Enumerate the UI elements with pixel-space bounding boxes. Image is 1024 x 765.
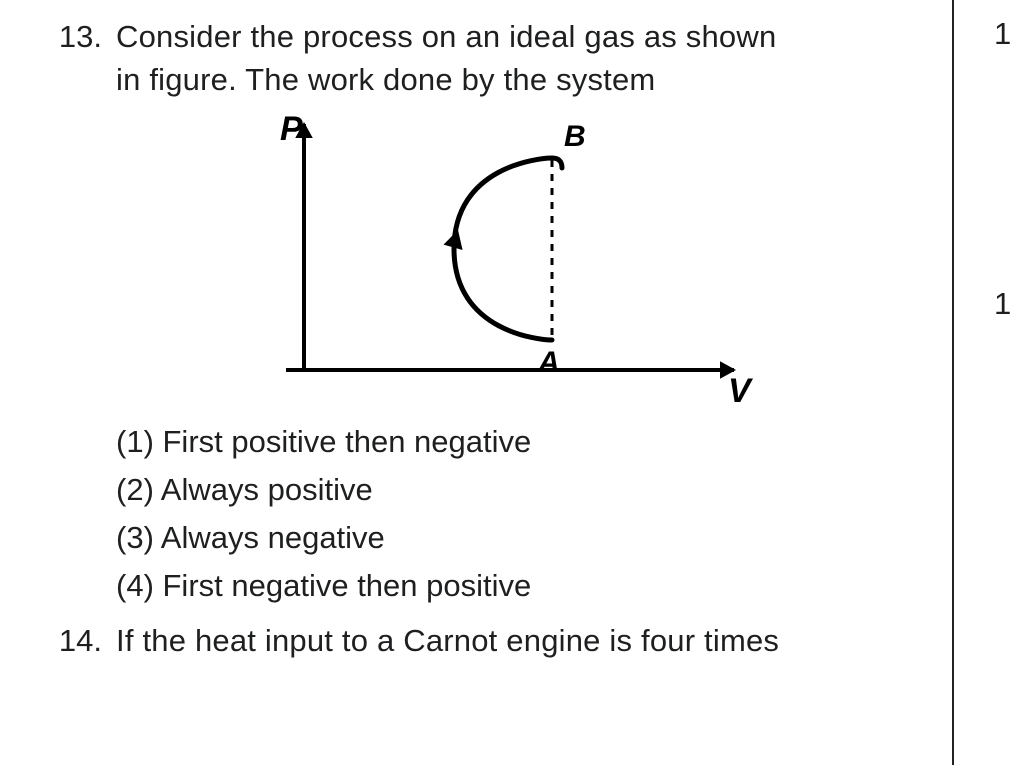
svg-text:P: P [280,110,303,148]
figure-wrap: P V A B [44,110,944,410]
q13-line1: Consider the process on an ideal gas as … [116,19,776,54]
options-list: (1) First positive then negative (2) Alw… [116,418,944,610]
question-13: 13. Consider the process on an ideal gas… [44,16,944,102]
option-4: (4) First negative then positive [116,562,944,610]
page: 13. Consider the process on an ideal gas… [0,0,1024,765]
question-number: 14. [44,620,116,662]
q13-line2: in figure. The work done by the system [116,62,655,97]
option-3: (3) Always negative [116,514,944,562]
svg-text:A: A [537,346,560,379]
right-col-number: 1 [994,286,1011,322]
column-divider [952,0,954,765]
option-1: (1) First positive then negative [116,418,944,466]
main-column: 13. Consider the process on an ideal gas… [44,16,944,662]
q14-line1: If the heat input to a Carnot engine is … [116,623,779,658]
svg-text:B: B [564,120,586,153]
question-number: 13. [44,16,116,58]
option-2: (2) Always positive [116,466,944,514]
question-text: If the heat input to a Carnot engine is … [116,620,779,663]
right-col-number: 1 [994,16,1011,52]
svg-text:V: V [728,372,754,410]
question-14: 14. If the heat input to a Carnot engine… [44,620,944,663]
pv-diagram: P V A B [234,110,754,410]
question-text: Consider the process on an ideal gas as … [116,16,776,102]
